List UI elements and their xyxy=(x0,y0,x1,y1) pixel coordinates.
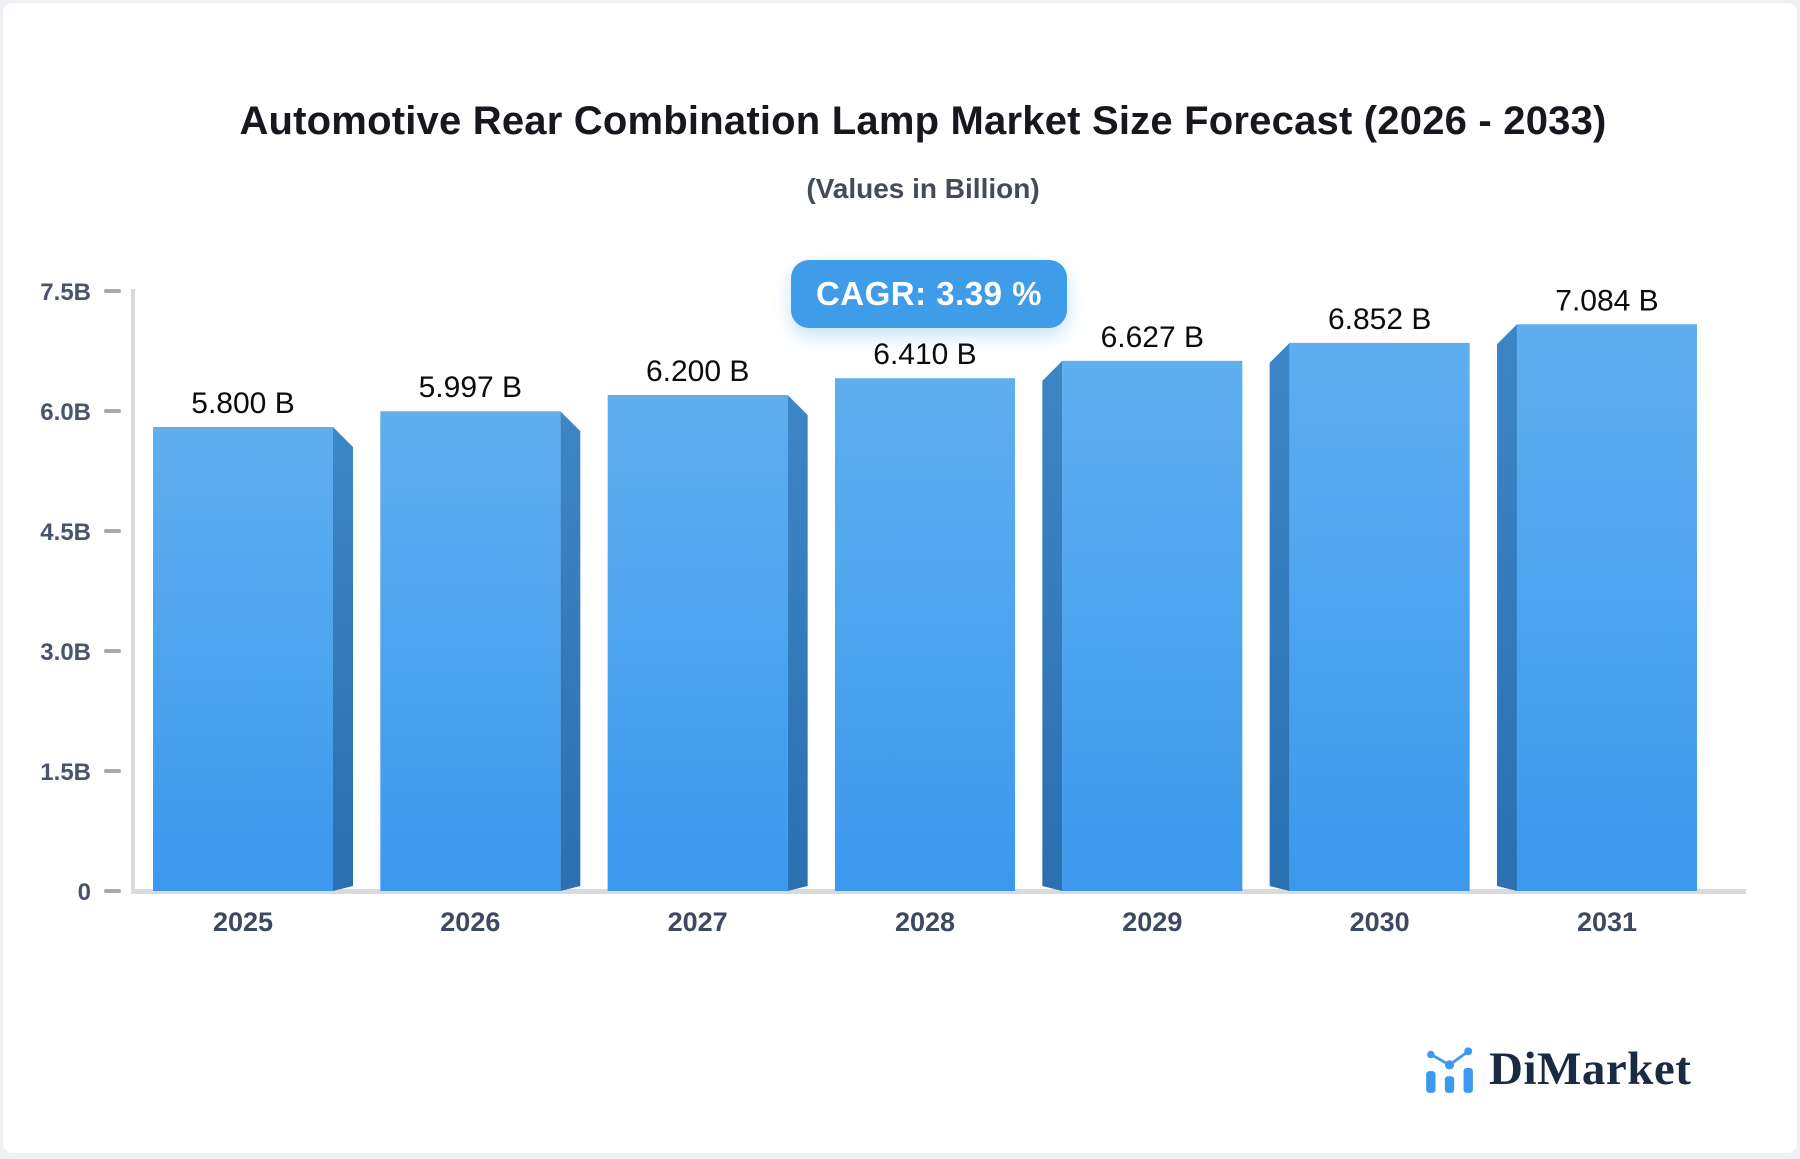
logo-dot-left xyxy=(1427,1050,1435,1059)
bar-2029[interactable] xyxy=(1062,360,1243,892)
cagr-badge-label: CAGR: 3.39 % xyxy=(815,275,1043,312)
logo-bar-left xyxy=(1426,1071,1436,1093)
bar-group-2031 xyxy=(1496,324,1697,891)
y-tick-dash-7.5B xyxy=(104,289,121,293)
bar-value-label-2025: 5.800 B xyxy=(191,387,294,420)
y-tick-label-3.0B: 3.0B xyxy=(40,639,91,666)
bar-value-label-2031: 7.084 B xyxy=(1555,284,1658,317)
bar-2027[interactable] xyxy=(607,395,788,891)
y-tick-label-4.5B: 4.5B xyxy=(40,519,91,546)
bar-value-label-2028: 6.410 B xyxy=(873,338,976,371)
y-tick-dash-3.0B xyxy=(104,649,121,653)
logo-dot-middle xyxy=(1444,1060,1455,1070)
bar-side-2029 xyxy=(1042,360,1063,892)
x-tick-label-2027: 2027 xyxy=(668,907,728,937)
x-tick-label-2030: 2030 xyxy=(1350,907,1410,937)
bar-side-2031 xyxy=(1496,324,1517,891)
x-tick-label-2029: 2029 xyxy=(1122,907,1182,937)
bar-group-2028 xyxy=(834,378,1015,891)
bar-chart-logo-icon xyxy=(1426,1047,1473,1093)
bar-2026[interactable] xyxy=(380,411,561,891)
y-tick-label-1.5B: 1.5B xyxy=(40,759,91,786)
bar-side-2027 xyxy=(787,395,808,891)
chart-subtitle: (Values in Billion) xyxy=(806,173,1040,204)
x-tick-label-2026: 2026 xyxy=(440,907,500,937)
y-tick-dash-6.0B xyxy=(104,409,121,413)
logo-dot-right xyxy=(1464,1047,1473,1056)
y-tick-label-0: 0 xyxy=(78,879,91,906)
y-axis-line xyxy=(131,289,135,893)
x-axis-line xyxy=(131,889,1746,894)
bar-value-label-2026: 5.997 B xyxy=(419,371,522,404)
bar-group-2027 xyxy=(607,395,808,891)
logo-wordmark: DiMarket xyxy=(1489,1043,1692,1095)
y-tick-dash-1.5B xyxy=(104,769,121,773)
chart-title: Automotive Rear Combination Lamp Market … xyxy=(239,99,1607,143)
x-tick-label-2025: 2025 xyxy=(213,907,273,937)
bar-side-2025 xyxy=(333,427,353,891)
bar-group-2029 xyxy=(1042,360,1243,892)
bar-group-2026 xyxy=(380,411,581,891)
x-tick-label-2028: 2028 xyxy=(895,907,955,937)
axis-layer: 0 1.5B 3.0B 4.5B 6.0B 7.5B xyxy=(40,279,1746,906)
logo-bar-right xyxy=(1463,1067,1473,1093)
bars-layer xyxy=(153,324,1697,892)
y-tick-dash-4.5B xyxy=(104,529,121,533)
bar-2030[interactable] xyxy=(1289,342,1470,892)
y-tick-label-7.5B: 7.5B xyxy=(40,279,91,306)
labels-layer: 5.800 B 2025 5.997 B 2026 6.200 B 2027 6.410 B… xyxy=(191,284,1658,937)
bar-group-2025 xyxy=(153,427,353,891)
dimarket-logo: DiMarket xyxy=(1422,1041,1691,1097)
bar-2031[interactable] xyxy=(1516,324,1697,891)
cagr-badge: CAGR: 3.39 % xyxy=(791,260,1067,328)
bar-chart: 0 1.5B 3.0B 4.5B 6.0B 7.5B 5.800 B 2025 5.997 B… xyxy=(40,279,1746,937)
bar-2025[interactable] xyxy=(153,427,333,891)
bar-side-2026 xyxy=(560,411,581,891)
x-tick-label-2031: 2031 xyxy=(1577,907,1637,937)
logo-bar-middle xyxy=(1444,1076,1455,1093)
y-tick-label-6.0B: 6.0B xyxy=(40,399,91,426)
y-tick-dash-0 xyxy=(104,889,121,893)
bar-value-label-2029: 6.627 B xyxy=(1101,321,1204,354)
bar-2028[interactable] xyxy=(834,378,1015,891)
bar-value-label-2030: 6.852 B xyxy=(1328,303,1431,336)
bar-group-2030 xyxy=(1269,342,1470,892)
bar-value-label-2027: 6.200 B xyxy=(646,355,749,388)
bar-side-2030 xyxy=(1269,342,1290,892)
